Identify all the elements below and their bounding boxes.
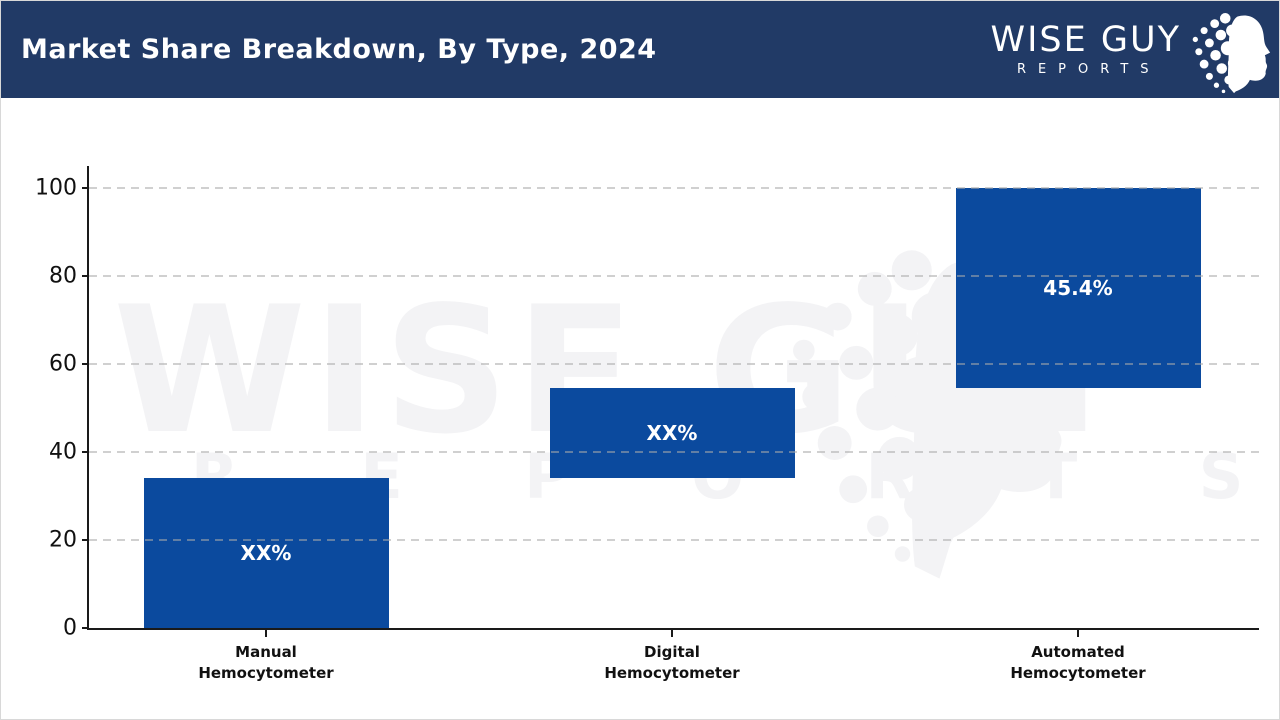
y-axis-tick-label: 60 — [49, 351, 77, 377]
x-axis-category-label: Manual Hemocytometer — [198, 643, 334, 682]
bar-value-label: 45.4% — [1043, 275, 1113, 300]
x-axis-category-label: Automated Hemocytometer — [1010, 643, 1146, 682]
y-axis-tick-label: 0 — [63, 615, 77, 641]
y-axis-tick-label: 80 — [49, 263, 77, 289]
bar-value-label: XX% — [240, 541, 292, 566]
logo-head-icon — [1192, 12, 1271, 93]
chart-title: Market Share Breakdown, By Type, 2024 — [21, 34, 657, 65]
bar-2 — [549, 387, 795, 479]
y-axis-tick — [82, 451, 89, 453]
y-axis-tick — [82, 627, 89, 629]
y-axis-tick-label: 40 — [49, 439, 77, 465]
y-gridline — [89, 539, 1259, 541]
y-axis-tick — [82, 275, 89, 277]
y-gridline — [89, 363, 1259, 365]
wiseguy-logo: WISE GUY REPORTS — [990, 6, 1271, 94]
y-axis-tick — [82, 539, 89, 541]
y-gridline — [89, 187, 1259, 189]
bar-3 — [955, 188, 1201, 388]
report-header: Market Share Breakdown, By Type, 2024 WI… — [1, 1, 1279, 98]
bar-value-label: XX% — [646, 421, 698, 446]
x-axis-tick — [265, 630, 267, 637]
y-axis-tick-label: 20 — [49, 527, 77, 553]
y-axis-tick — [82, 187, 89, 189]
logo-wordmark: WISE GUY — [990, 19, 1181, 60]
x-axis-tick — [1077, 630, 1079, 637]
y-axis-tick-label: 100 — [35, 175, 77, 201]
y-axis-tick — [82, 363, 89, 365]
x-axis-category-label: Digital Hemocytometer — [604, 643, 740, 682]
x-axis-tick — [671, 630, 673, 637]
logo-subtitle: REPORTS — [1016, 61, 1161, 77]
y-gridline — [89, 451, 1259, 453]
watermark-head-icon — [793, 250, 1073, 579]
bar-1 — [143, 478, 389, 628]
y-axis-line — [87, 166, 89, 630]
x-axis-line — [87, 628, 1259, 630]
y-gridline — [89, 275, 1259, 277]
